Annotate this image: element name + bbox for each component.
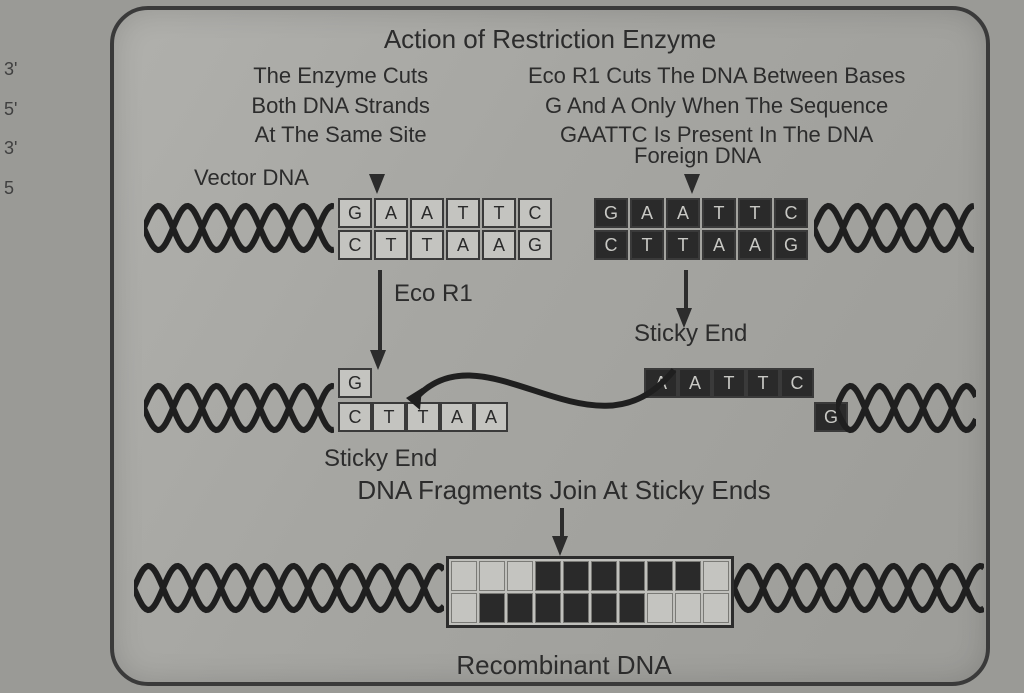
base-cell: T — [374, 230, 408, 260]
base-cell: G — [518, 230, 552, 260]
recomb-cell — [479, 593, 505, 623]
subhead-line: The Enzyme Cuts — [184, 61, 497, 91]
base-cell: T — [746, 368, 780, 398]
diagram-panel: Action of Restriction Enzyme The Enzyme … — [110, 6, 990, 686]
cut-arrow-vector — [369, 174, 385, 194]
base-cell: T — [738, 198, 772, 228]
base-cell: C — [338, 402, 372, 432]
base-cell: A — [630, 198, 664, 228]
recomb-cell — [507, 561, 533, 591]
recomb-cell — [535, 593, 561, 623]
foreign-sequence: GAATTCCTTAAG — [594, 198, 808, 260]
base-cell: T — [446, 198, 480, 228]
recomb-cell — [647, 593, 673, 623]
recombinant-helix-right — [734, 555, 984, 621]
subhead-left: The Enzyme Cuts Both DNA Strands At The … — [184, 61, 497, 150]
recomb-cell — [619, 561, 645, 591]
ruler-mark: 5' — [0, 90, 17, 130]
edge-ruler: 3' 5' 3' 5 — [0, 50, 17, 208]
sticky-connector-curve — [404, 340, 684, 450]
base-cell: T — [372, 402, 406, 432]
diagram-title: Action of Restriction Enzyme — [114, 24, 986, 55]
recomb-cell — [647, 561, 673, 591]
recomb-cell — [479, 561, 505, 591]
subhead-line: Both DNA Strands — [184, 91, 497, 121]
recombinant-helix-left — [134, 555, 444, 621]
base-cell: T — [410, 230, 444, 260]
recombinant-sequence — [446, 556, 734, 628]
cut-arrow-foreign — [684, 174, 700, 194]
recomb-cell — [591, 561, 617, 591]
cut-helix-right — [836, 375, 976, 441]
base-cell: G — [774, 230, 808, 260]
recomb-cell — [451, 593, 477, 623]
base-cell: C — [518, 198, 552, 228]
subhead-line: At The Same Site — [184, 120, 497, 150]
sticky-end-label-left: Sticky End — [324, 445, 437, 473]
base-cell: T — [482, 198, 516, 228]
subhead-line: G And A Only When The Sequence — [497, 91, 936, 121]
ruler-mark: 3' — [0, 129, 17, 169]
eco-r1-label: Eco R1 — [394, 280, 473, 308]
sticky-left-top: G — [338, 368, 372, 398]
base-cell: A — [446, 230, 480, 260]
base-cell: A — [410, 198, 444, 228]
base-cell: A — [374, 198, 408, 228]
vector-helix-left — [144, 195, 334, 261]
base-cell: G — [338, 198, 372, 228]
recomb-cell — [563, 561, 589, 591]
base-cell: C — [594, 230, 628, 260]
recomb-cell — [675, 593, 701, 623]
base-cell: G — [338, 368, 372, 398]
base-cell: A — [702, 230, 736, 260]
base-cell: A — [666, 198, 700, 228]
vector-dna-label: Vector DNA — [194, 165, 309, 191]
base-cell: T — [702, 198, 736, 228]
eco-r1-arrow-stem — [378, 270, 382, 352]
subhead-right: Eco R1 Cuts The DNA Between Bases G And … — [497, 61, 936, 150]
base-cell: C — [780, 368, 814, 398]
base-cell: C — [774, 198, 808, 228]
eco-r1-arrow-head — [370, 350, 386, 370]
base-cell: C — [338, 230, 372, 260]
foreign-dna-label: Foreign DNA — [634, 143, 761, 169]
recombinant-label: Recombinant DNA — [414, 650, 714, 681]
ruler-mark: 5 — [0, 169, 17, 209]
recomb-cell — [703, 561, 729, 591]
base-cell: A — [738, 230, 772, 260]
base-cell: G — [594, 198, 628, 228]
subhead-row: The Enzyme Cuts Both DNA Strands At The … — [114, 55, 986, 150]
recomb-cell — [675, 561, 701, 591]
ruler-mark: 3' — [0, 50, 17, 90]
recomb-cell — [535, 561, 561, 591]
join-arrow-head — [552, 536, 568, 556]
base-cell: T — [712, 368, 746, 398]
recomb-cell — [507, 593, 533, 623]
base-cell: T — [666, 230, 700, 260]
recomb-cell — [563, 593, 589, 623]
recomb-cell — [451, 561, 477, 591]
recomb-cell — [591, 593, 617, 623]
foreign-down-stem — [684, 270, 688, 310]
base-cell: T — [630, 230, 664, 260]
cut-helix-left — [144, 375, 334, 441]
vector-sequence: GAATTCCTTAAG — [338, 198, 552, 260]
recomb-cell — [703, 593, 729, 623]
subhead-line: Eco R1 Cuts The DNA Between Bases — [497, 61, 936, 91]
foreign-helix-right — [814, 195, 974, 261]
base-cell: A — [482, 230, 516, 260]
recomb-cell — [619, 593, 645, 623]
join-arrow-stem — [560, 508, 564, 538]
fragments-join-label: DNA Fragments Join At Sticky Ends — [314, 475, 814, 506]
